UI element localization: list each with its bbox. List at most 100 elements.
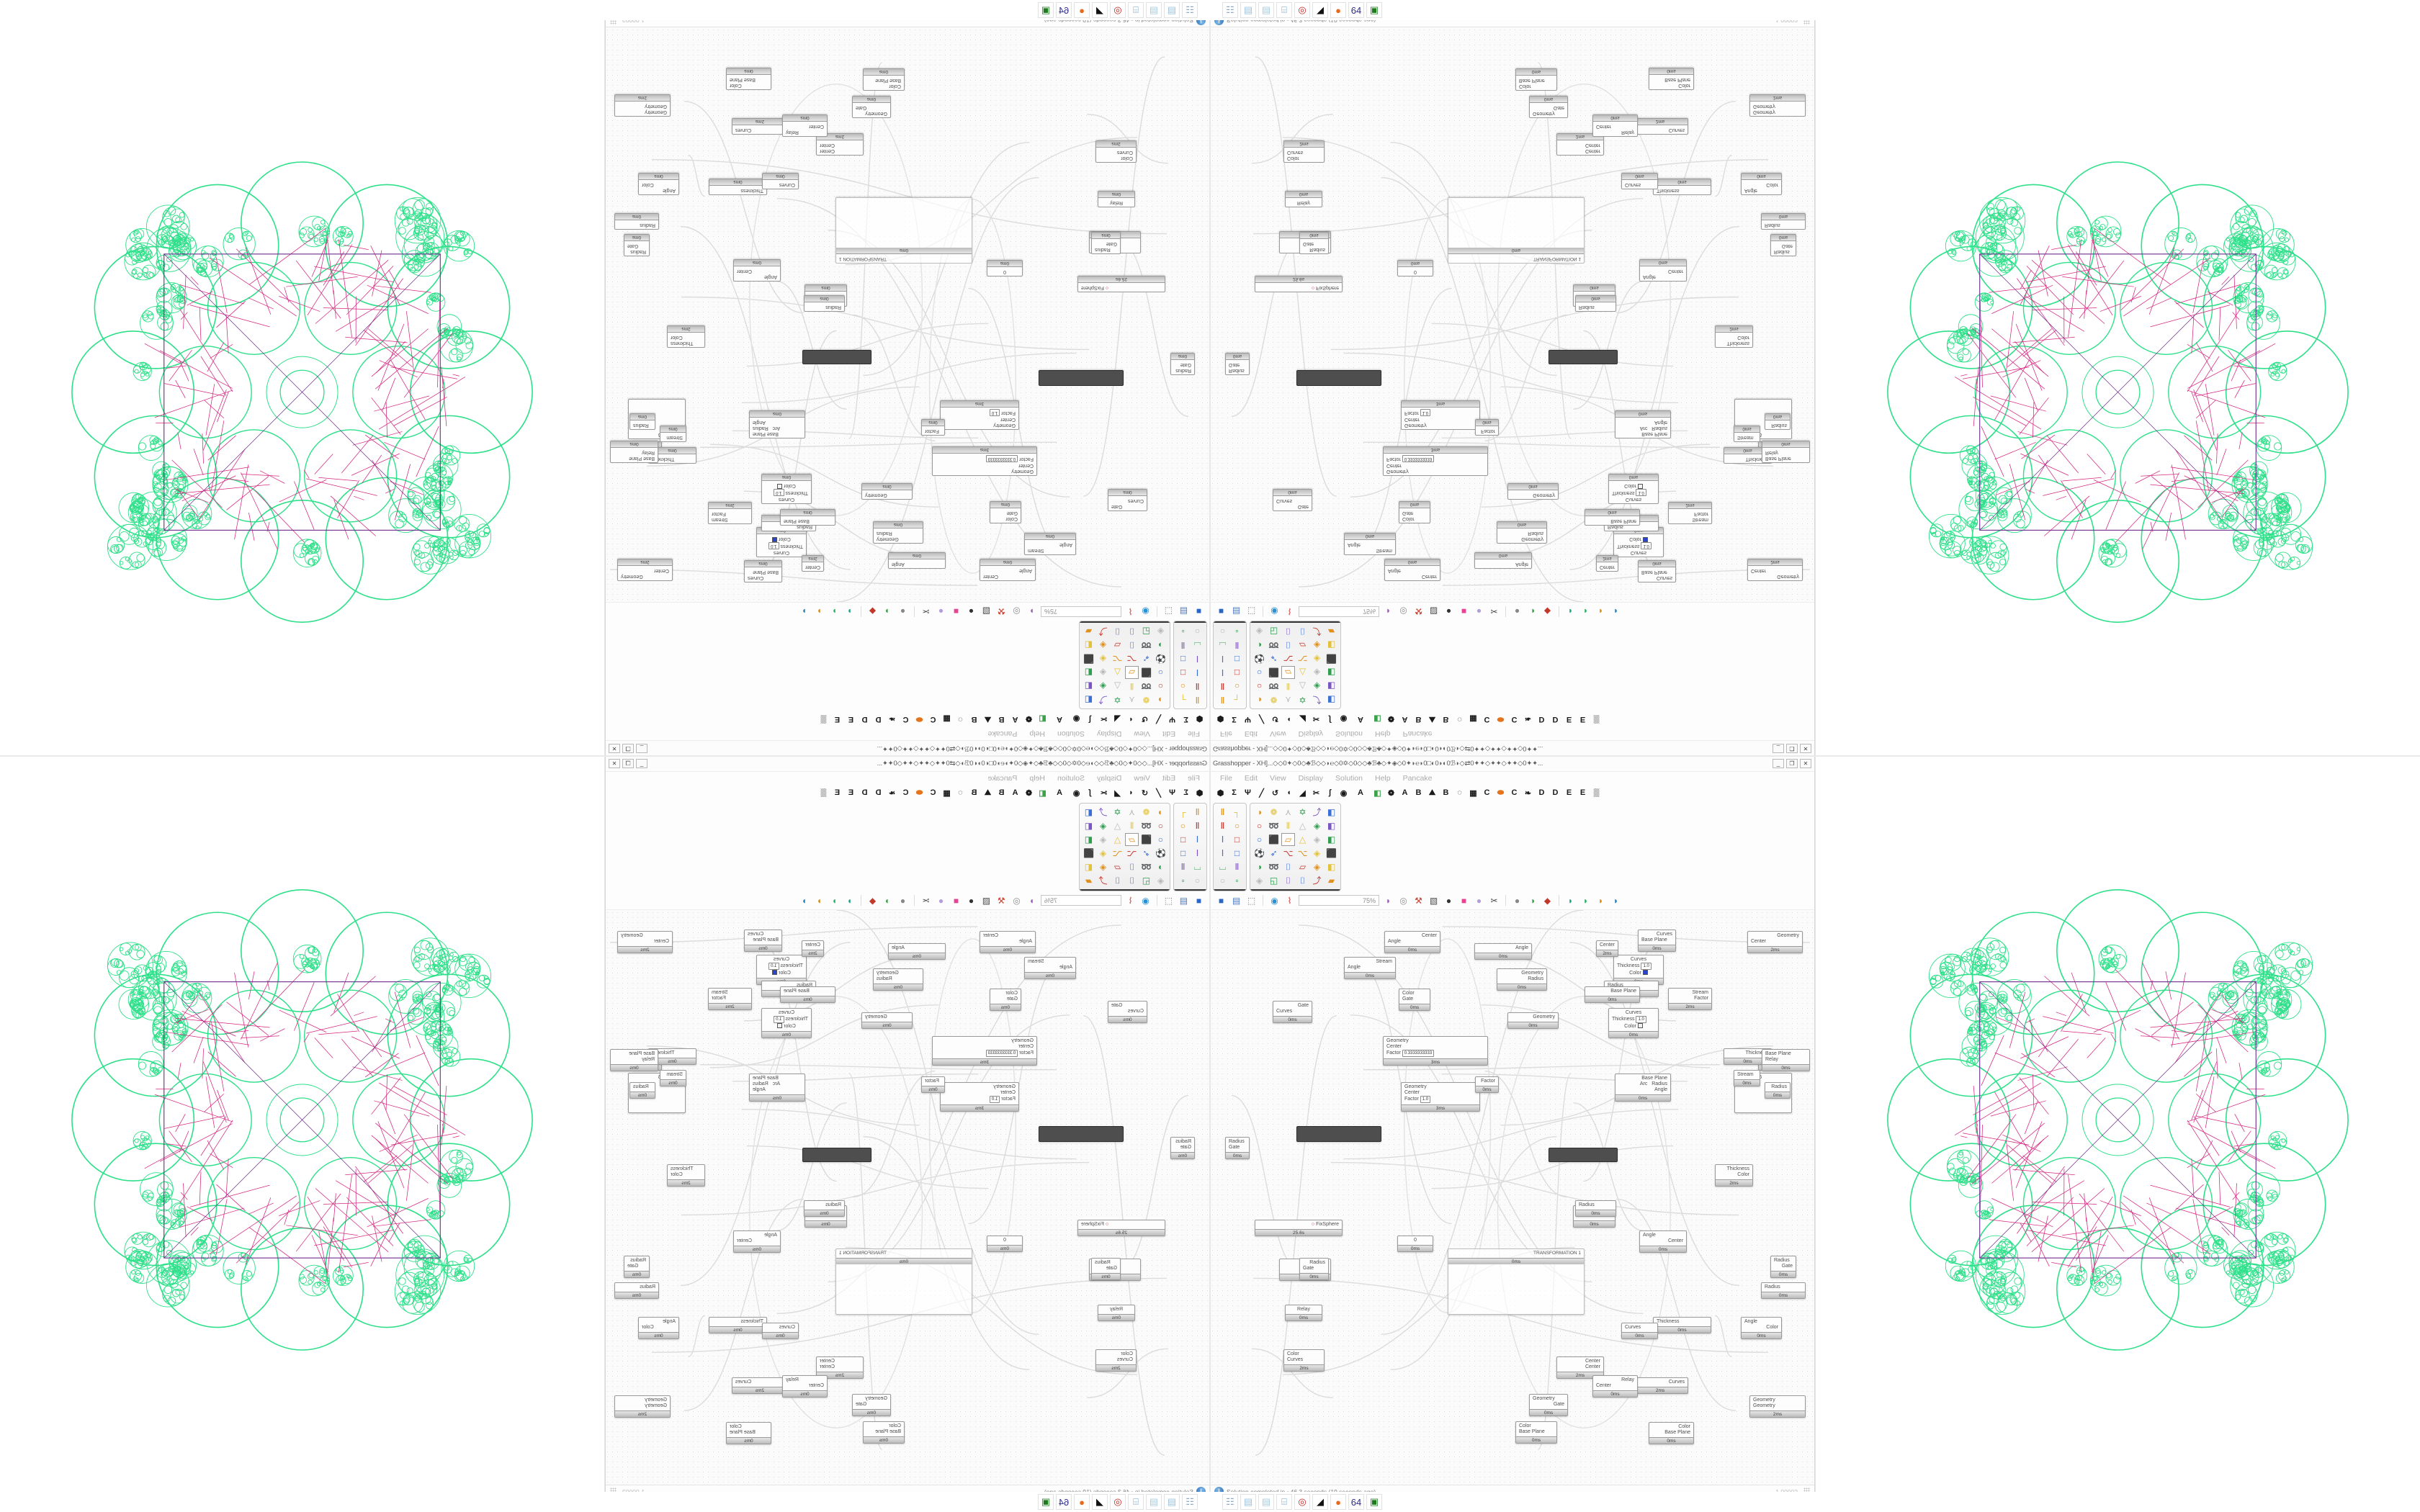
gh-param[interactable]: Center (1421, 574, 1437, 579)
gh-component[interactable]: Color Gate 0ms (990, 989, 1021, 1011)
gh-param[interactable]: Color (1617, 536, 1660, 542)
gh-param[interactable]: Radius (877, 976, 892, 981)
gh-param[interactable]: Angle (1654, 1087, 1667, 1092)
palette-item[interactable]: ◈ (1099, 640, 1107, 650)
gh-param[interactable]: Geometry (1011, 469, 1034, 474)
minimize-button[interactable]: _ (1773, 759, 1784, 768)
addon-leaf-tab[interactable]: ◧ (1039, 714, 1047, 724)
palette-item[interactable]: ○ (1256, 834, 1263, 845)
gh-param[interactable]: Gate (1297, 1003, 1309, 1008)
curve-tab[interactable]: ↺ (1141, 788, 1149, 798)
palette-item[interactable]: ➿ (1141, 640, 1152, 650)
gh-param[interactable]: Arc Radius (1639, 1081, 1667, 1086)
gh-param[interactable]: Curves (1625, 497, 1642, 502)
gh-param[interactable]: Geometry (645, 1403, 667, 1408)
gh-param[interactable]: Factor (925, 1079, 939, 1084)
chevron-down-icon[interactable]: ▼ (1178, 621, 1183, 623)
palette-item[interactable]: ◈ (1313, 681, 1321, 691)
palette-item[interactable]: ○ (1256, 821, 1263, 831)
gh-param[interactable]: Radius (1229, 368, 1245, 373)
gh-param[interactable]: Relay (1297, 1307, 1310, 1312)
gh-param[interactable]: Geometry (1753, 1398, 1775, 1403)
palette-item[interactable]: ┐ (1180, 695, 1186, 705)
scale-node[interactable]: Geometry Center Factor 1.0 3ms (940, 400, 1019, 430)
gh-param[interactable]: Geometry (1533, 1014, 1555, 1020)
gh-param[interactable]: Thickness 1.0 (1617, 963, 1660, 970)
gh-param[interactable]: Center (820, 143, 835, 148)
palette-item[interactable]: ⌥ (1112, 848, 1123, 858)
palette-item[interactable]: ◑ (1157, 695, 1164, 705)
gh-param[interactable]: Arc Radius (753, 426, 781, 431)
gh-param[interactable]: Gate (1106, 1266, 1117, 1271)
gh-param[interactable]: Color (1766, 1325, 1778, 1330)
gh-param[interactable]: Center (1585, 1364, 1600, 1369)
gh-param[interactable]: Color (671, 335, 683, 340)
gh-param[interactable]: Relay (1621, 1377, 1634, 1382)
curve-tab[interactable]: ↺ (1271, 788, 1279, 798)
gh-component[interactable]: Curves 0ms (1621, 1323, 1658, 1339)
surface-tab[interactable]: ◖ (1286, 715, 1291, 724)
palette-item[interactable]: ⤴ (1312, 807, 1322, 817)
gh-param[interactable]: Factor (1481, 1079, 1495, 1084)
gh-component[interactable]: Center Angle 0ms (1384, 559, 1440, 581)
gh-component[interactable]: Curves Base Plane 0ms (1638, 560, 1676, 582)
gh-param[interactable]: Geometry (1521, 971, 1543, 976)
sketch-icon[interactable]: ⌇ (1287, 895, 1292, 906)
gh-component[interactable]: Stream 0ms (660, 1070, 686, 1086)
gh-param[interactable]: Center (1596, 124, 1612, 129)
close-button[interactable]: ✕ (609, 759, 620, 768)
palette-item[interactable]: ➿ (1268, 640, 1279, 650)
palette-item[interactable]: ○ (1219, 876, 1226, 886)
palette-item[interactable]: ⬛ (1141, 667, 1152, 678)
gh-component[interactable]: Center Angle 0ms (980, 559, 1036, 581)
window-controls[interactable]: _ ❐ ✕ (609, 744, 647, 753)
palette-item[interactable]: ⌷ (1285, 626, 1291, 636)
palette-bullant[interactable]: ◑○○⚽◑◈❁➿⬛➶➿◱⋏⦀▱⌥⌷⌷✡△△⌥▱⌷⤴◈◈◈◈⤴◧◧◧⬛◧▰Bull… (1079, 621, 1170, 709)
gh-component[interactable]: Radius Gate 0ms (1225, 353, 1250, 375)
palette-item[interactable]: ❁ (1142, 695, 1150, 705)
gh-param[interactable]: Gate (1553, 105, 1564, 110)
addon-c1-tab[interactable]: C (930, 715, 936, 724)
palette-item[interactable]: ⌷ (1285, 876, 1291, 886)
vector-tab[interactable]: ╱ (1259, 788, 1264, 798)
gh-param[interactable]: Thickness (1657, 188, 1680, 193)
capsule-icon[interactable]: ◗ (1028, 606, 1035, 617)
gh-param[interactable]: Base Plane (875, 1429, 901, 1434)
maximize-button[interactable]: ❐ (622, 759, 634, 768)
gh-component[interactable]: Stream 0ms (1734, 1070, 1760, 1086)
palette-item[interactable]: ◱ (1142, 626, 1151, 636)
transform-tab[interactable]: ʃ (1088, 715, 1092, 724)
palette-item[interactable]: ⬛ (1141, 834, 1152, 845)
blue-leaf-icon[interactable]: ◗ (1613, 606, 1619, 617)
palette-item[interactable]: Ⅰ (1196, 667, 1199, 678)
menu-bar[interactable]: File Edit View Display Solution Help Pan… (1210, 772, 1814, 785)
addon-a2-tab[interactable]: A (1402, 715, 1408, 724)
gh-param[interactable]: Factor 1.0 (1404, 409, 1476, 416)
scale-node[interactable]: Geometry Center Factor 1.0 3ms (940, 1082, 1019, 1112)
addon-d2-tab[interactable]: D (1552, 715, 1559, 724)
custom-preview-node[interactable]: Curves Thickness 1.0 Color 0ms (1608, 1008, 1659, 1038)
gh-param[interactable]: Geometry (1521, 536, 1543, 541)
palette-item[interactable]: ⌷ (1114, 876, 1121, 886)
custom-preview-node[interactable]: Curves Thickness 1.0 Color 0ms (1608, 474, 1659, 504)
component-palettes[interactable]: ⅡⅡⅠⅠ⌴○┐○□□Ⅱ▫Profiles▼◑○○⚽◑◈❁➿⬛➶➿◱⋏⦀▱⌥⌷⌷✡… (606, 801, 1210, 891)
palette-item[interactable]: ⤴ (1312, 876, 1322, 886)
palette-item[interactable]: ⌥ (1283, 654, 1294, 664)
sphere-icon[interactable]: ● (968, 606, 974, 617)
transform-tab[interactable]: ʃ (1088, 788, 1092, 797)
palette-item[interactable]: ➿ (1268, 681, 1279, 691)
value-node[interactable]: 0 0ms (1397, 260, 1433, 276)
rhino-canvas[interactable] (1816, 27, 2420, 756)
palette-item[interactable]: ◧ (1084, 695, 1093, 705)
palette-item[interactable]: ◱ (1269, 876, 1278, 886)
palette-item[interactable]: ⦀ (1286, 681, 1291, 691)
gh-param[interactable]: Angle (1515, 945, 1528, 950)
gh-param[interactable]: Geometry (993, 1084, 1016, 1089)
gh-param[interactable]: Geometry (1011, 1038, 1034, 1043)
gh-component[interactable]: Stream Angle 0ms (1344, 533, 1396, 555)
bake-icon[interactable]: ⬚ (1164, 606, 1173, 617)
gh-param[interactable]: Angle (1744, 188, 1757, 193)
gh-component[interactable]: Center 2ms (802, 940, 824, 957)
gh-param[interactable]: Factor 0.3333333333 (936, 1050, 1034, 1057)
